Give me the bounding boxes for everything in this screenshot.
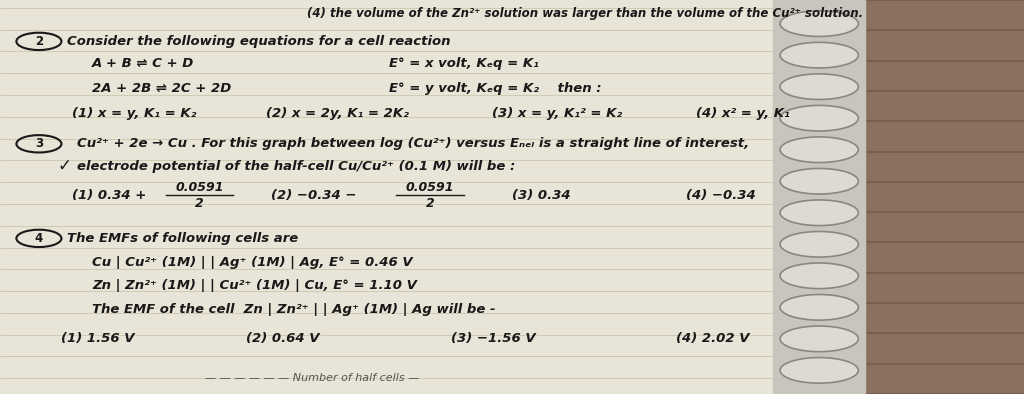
Ellipse shape xyxy=(780,295,858,320)
Ellipse shape xyxy=(780,169,858,194)
Text: (3) −1.56 V: (3) −1.56 V xyxy=(451,333,536,345)
Text: 0.0591: 0.0591 xyxy=(406,181,455,193)
Text: 3: 3 xyxy=(35,138,43,150)
Text: 0.0591: 0.0591 xyxy=(175,181,224,193)
Text: Zn | Zn²⁺ (1M) | | Cu²⁺ (1M) | Cu, E° = 1.10 V: Zn | Zn²⁺ (1M) | | Cu²⁺ (1M) | Cu, E° = … xyxy=(92,279,417,292)
Text: (1) 0.34 +: (1) 0.34 + xyxy=(72,189,146,201)
Text: 2: 2 xyxy=(426,197,434,210)
Text: 2A + 2B ⇌ 2C + 2D: 2A + 2B ⇌ 2C + 2D xyxy=(92,82,231,95)
Text: ✓: ✓ xyxy=(57,157,72,175)
Text: — — — — — — Number of half cells —: — — — — — — Number of half cells — xyxy=(205,373,419,383)
Ellipse shape xyxy=(780,43,858,68)
Text: E° = x volt, Kₑq = K₁: E° = x volt, Kₑq = K₁ xyxy=(389,58,539,70)
Text: (1) x = y, K₁ = K₂: (1) x = y, K₁ = K₂ xyxy=(72,107,196,120)
Text: (2) −0.34 −: (2) −0.34 − xyxy=(271,189,356,201)
Ellipse shape xyxy=(780,200,858,226)
Text: electrode potential of the half-cell Cu/Cu²⁺ (0.1 M) will be :: electrode potential of the half-cell Cu/… xyxy=(77,160,515,173)
Ellipse shape xyxy=(780,326,858,352)
Text: (4) x² = y, K₁: (4) x² = y, K₁ xyxy=(696,107,791,120)
Text: 2: 2 xyxy=(196,197,204,210)
Ellipse shape xyxy=(780,232,858,257)
Ellipse shape xyxy=(780,263,858,288)
Ellipse shape xyxy=(780,106,858,131)
Text: 4: 4 xyxy=(35,232,43,245)
Text: Consider the following equations for a cell reaction: Consider the following equations for a c… xyxy=(67,35,451,48)
Ellipse shape xyxy=(780,74,858,100)
Text: (1) 1.56 V: (1) 1.56 V xyxy=(61,333,135,345)
Ellipse shape xyxy=(780,11,858,37)
Text: E° = y volt, Kₑq = K₂    then :: E° = y volt, Kₑq = K₂ then : xyxy=(389,82,602,95)
Ellipse shape xyxy=(780,137,858,163)
Bar xyxy=(860,0,1024,394)
Text: (2) x = 2y, K₁ = 2K₂: (2) x = 2y, K₁ = 2K₂ xyxy=(266,107,410,120)
Text: (3) x = y, K₁² = K₂: (3) x = y, K₁² = K₂ xyxy=(492,107,622,120)
Text: (4) 2.02 V: (4) 2.02 V xyxy=(676,333,750,345)
Text: (4) −0.34: (4) −0.34 xyxy=(686,189,756,201)
Text: (2) 0.64 V: (2) 0.64 V xyxy=(246,333,319,345)
Text: A + B ⇌ C + D: A + B ⇌ C + D xyxy=(92,58,195,70)
Text: The EMFs of following cells are: The EMFs of following cells are xyxy=(67,232,298,245)
Text: (3) 0.34: (3) 0.34 xyxy=(512,189,570,201)
Text: The EMF of the cell  Zn | Zn²⁺ | | Ag⁺ (1M) | Ag will be -: The EMF of the cell Zn | Zn²⁺ | | Ag⁺ (1… xyxy=(92,303,496,316)
Text: Cu | Cu²⁺ (1M) | | Ag⁺ (1M) | Ag, E° = 0.46 V: Cu | Cu²⁺ (1M) | | Ag⁺ (1M) | Ag, E° = 0… xyxy=(92,256,413,268)
Bar xyxy=(773,0,865,394)
Text: (4) the volume of the Zn²⁺ solution was larger than the volume of the Cu²⁺ solut: (4) the volume of the Zn²⁺ solution was … xyxy=(307,7,863,20)
Text: Cu²⁺ + 2e → Cu . For this graph between log (Cu²⁺) versus Eₙₑₗ is a straight lin: Cu²⁺ + 2e → Cu . For this graph between … xyxy=(77,138,749,150)
Ellipse shape xyxy=(780,358,858,383)
Text: 2: 2 xyxy=(35,35,43,48)
